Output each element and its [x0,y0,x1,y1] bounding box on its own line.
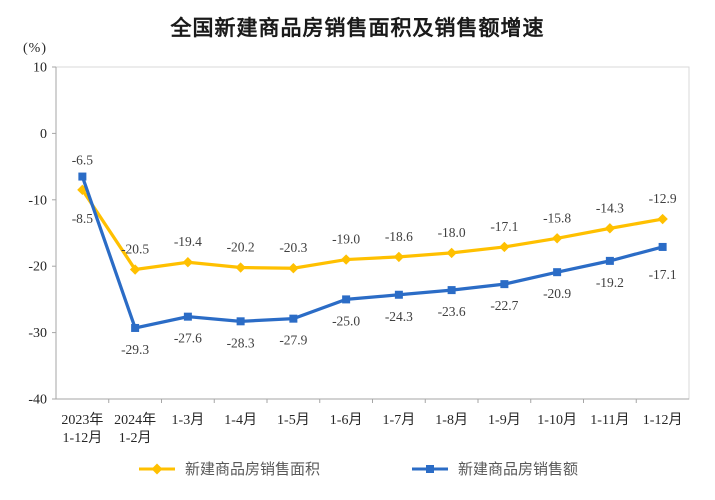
marker-square-icon [183,312,192,321]
marker-square-icon [394,290,403,299]
marker-diamond-icon [499,241,510,253]
marker-square-icon [131,323,140,332]
y-tick-label: -10 [28,193,47,208]
data-label: -12.9 [649,191,677,206]
data-label: -19.0 [332,232,360,247]
data-label: -18.0 [438,225,466,240]
x-category-label: 1-10月 [537,412,577,428]
x-category-label: 1-4月 [224,412,257,428]
marker-square-icon [658,242,667,251]
marker-square-icon [342,295,351,304]
marker-diamond-icon [235,262,246,273]
plot-border [55,66,690,400]
marker-square-icon [236,317,245,326]
marker-square-icon [78,172,87,181]
data-label: -19.2 [596,275,624,290]
marker-diamond-icon [129,264,141,275]
legend-marker-sales-area-icon [138,463,175,474]
data-label: -20.5 [121,242,149,257]
marker-square-icon [447,286,456,295]
data-label: -17.1 [649,267,677,282]
marker-diamond-icon [288,262,299,274]
legend-label-sales-area: 新建商品房销售面积 [184,462,320,478]
marker-square-icon [553,268,562,277]
chart-title: 全国新建商品房销售面积及销售额增速 [170,17,545,40]
legend-item-sales-area: 新建商品房销售面积 [137,458,320,479]
legend-square-sales-amount-icon [426,464,434,473]
y-axis-unit-label: (%) [23,41,47,56]
data-label: -27.6 [174,331,202,346]
y-tick-label: 10 [33,61,47,76]
series-line-0 [81,188,663,272]
marker-diamond-icon [182,257,194,268]
x-category-label: 1-6月 [330,412,363,428]
x-category-label: 1-3月 [172,412,205,428]
y-tick-label: -30 [28,326,47,341]
x-category-label: 1-12月 [643,412,683,428]
data-label: -20.3 [279,240,307,255]
chart-legend: 新建商品房销售面积 新建商品房销售额 [0,458,715,479]
x-category-label: 2023年 1-12月 [61,412,103,446]
data-label: -20.2 [227,240,255,255]
data-label: -18.6 [385,229,413,244]
marker-diamond-icon [393,251,405,263]
x-category-label: 1-7月 [383,412,416,428]
legend-label-sales-amount: 新建商品房销售额 [458,462,579,478]
data-label: -22.7 [490,298,518,313]
data-label: -29.3 [121,342,149,357]
data-label: -24.3 [385,309,413,324]
data-label: -28.3 [227,335,255,350]
data-label: -20.9 [543,286,571,301]
data-label: -15.8 [543,210,571,225]
x-category-label: 2024年 1-2月 [114,412,156,446]
series-line-1 [80,176,664,330]
marker-diamond-icon [446,247,457,259]
marker-square-icon [500,280,509,289]
y-tick-label: -20 [28,260,47,275]
data-label: -23.6 [438,304,466,319]
y-tick-label: 0 [40,127,47,142]
x-category-label: 1-8月 [435,412,468,428]
data-label: -27.9 [279,333,307,348]
data-label: -8.5 [72,211,94,226]
data-label: -25.0 [332,313,360,328]
marker-diamond-icon [77,184,88,196]
marker-square-icon [289,314,298,323]
legend-marker-sales-amount-icon [412,464,448,473]
y-tick-label: -40 [28,393,47,408]
data-label: -14.3 [596,200,624,215]
data-label: -17.1 [490,219,518,234]
marker-square-icon [605,256,614,265]
marker-diamond-icon [657,213,668,225]
marker-diamond-icon [551,233,563,244]
marker-diamond-icon [340,254,352,265]
legend-item-sales-amount: 新建商品房销售额 [410,458,578,479]
x-category-label: 1-5月 [277,412,310,428]
x-category-label: 1-9月 [488,412,521,428]
data-label: -19.4 [174,234,202,249]
data-label: -6.5 [72,153,94,168]
legend-diamond-sales-area-icon [151,463,163,474]
x-category-label: 1-11月 [590,412,629,428]
marker-diamond-icon [604,223,616,234]
